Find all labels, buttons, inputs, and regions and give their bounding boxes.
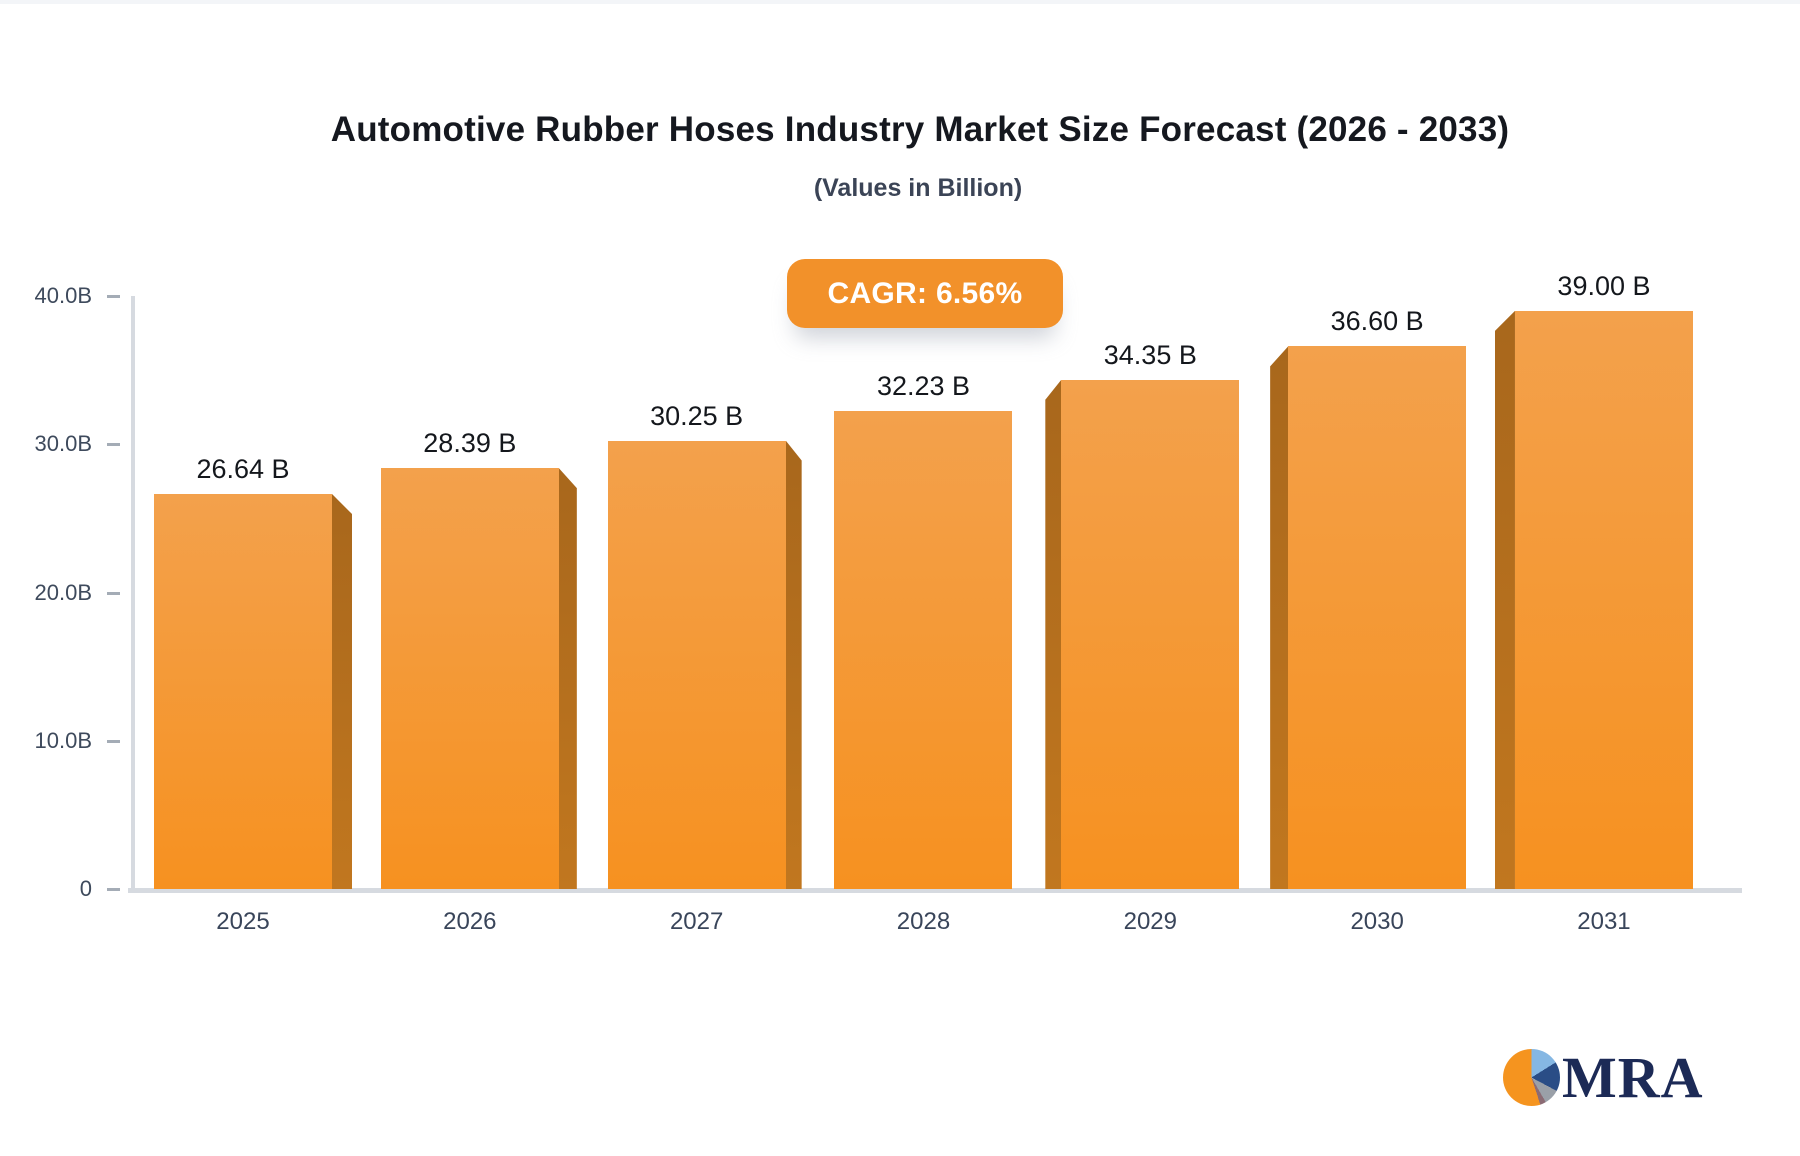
- y-axis-tick-label: 40.0B: [34, 283, 93, 308]
- bar-side-panel: [558, 468, 577, 889]
- y-axis-tick: [107, 295, 120, 298]
- y-axis-tick: [107, 591, 120, 595]
- bar-value-label: 28.39 B: [423, 428, 517, 459]
- x-axis-label-2031: 2031: [1577, 908, 1631, 935]
- bar-2028[interactable]: [834, 411, 1013, 889]
- bar-value-label: 39.00 B: [1557, 270, 1651, 301]
- x-axis-label-2025: 2025: [216, 908, 270, 935]
- bar-2027[interactable]: [607, 440, 786, 889]
- bar-value-label: 34.35 B: [1103, 339, 1197, 370]
- bar-2026[interactable]: [380, 468, 559, 889]
- x-axis-label-2028: 2028: [896, 908, 951, 935]
- logo-text: MRA: [1562, 1044, 1704, 1110]
- y-axis-tick-label: 30.0B: [34, 431, 93, 457]
- bar-side-panel: [1494, 310, 1515, 889]
- bar-side-panel: [1270, 346, 1289, 889]
- cagr-badge: CAGR: 6.56%: [787, 259, 1063, 328]
- bar-side-panel: [1045, 379, 1062, 889]
- cagr-badge-label: CAGR: 6.56%: [827, 276, 1023, 310]
- y-axis-tick-label: 0: [79, 876, 92, 901]
- y-axis-tick: [107, 888, 120, 891]
- x-axis-label-2030: 2030: [1350, 908, 1404, 935]
- x-axis-label-2026: 2026: [443, 908, 497, 935]
- y-axis-tick-label: 20.0B: [34, 579, 93, 605]
- x-axis-label-2029: 2029: [1123, 908, 1177, 935]
- mra-logo: MRA: [1503, 1044, 1704, 1110]
- x-axis-label-2027: 2027: [669, 908, 724, 935]
- chart-title: Automotive Rubber Hoses Industry Market …: [330, 110, 1510, 149]
- bar-value-label: 30.25 B: [650, 400, 744, 431]
- pie-chart-logo-icon: [1503, 1048, 1560, 1106]
- bar-value-label: 26.64 B: [196, 454, 290, 485]
- bar-side-panel: [332, 494, 352, 889]
- bar-side-panel: [785, 440, 802, 889]
- y-axis-line: [131, 296, 135, 892]
- y-axis-tick: [107, 443, 120, 447]
- bar-2030[interactable]: [1288, 346, 1467, 889]
- chart-subtitle: (Values in Billion): [813, 174, 1023, 202]
- bar-value-label: 36.60 B: [1330, 306, 1424, 337]
- y-axis-tick: [107, 739, 120, 743]
- bar-2025[interactable]: [154, 494, 332, 889]
- y-axis-tick-label: 10.0B: [34, 727, 93, 753]
- bar-2029[interactable]: [1061, 379, 1240, 889]
- bar-2031[interactable]: [1514, 310, 1693, 889]
- x-axis-line: [128, 888, 1742, 893]
- bar-value-label: 32.23 B: [876, 371, 971, 402]
